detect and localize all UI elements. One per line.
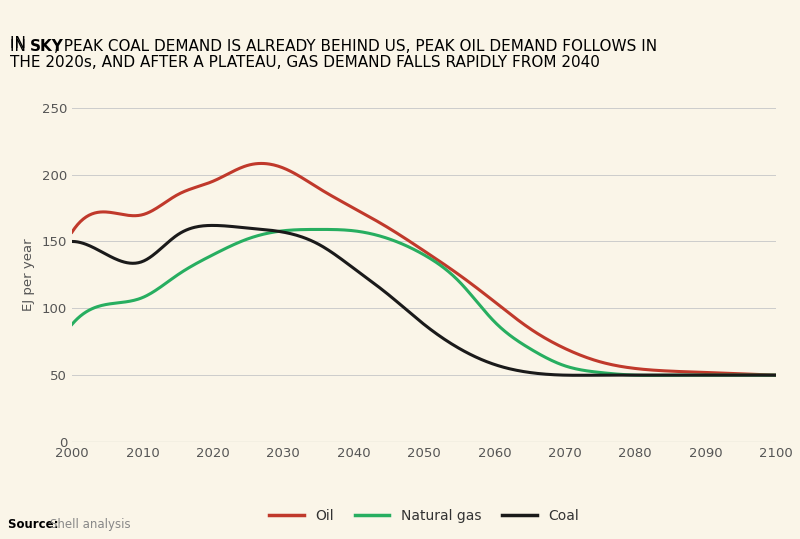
Coal [67, 238, 77, 245]
Oil [450, 268, 459, 275]
Natural gas [403, 243, 413, 250]
Natural gas [647, 372, 657, 378]
Coal [208, 222, 218, 229]
Text: , PEAK COAL DEMAND IS ALREADY BEHIND US, PEAK OIL DEMAND FOLLOWS IN: , PEAK COAL DEMAND IS ALREADY BEHIND US,… [54, 39, 658, 54]
Natural gas [757, 372, 766, 378]
Line: Oil: Oil [72, 163, 776, 375]
Text: IN: IN [10, 36, 31, 51]
Text: Shell analysis: Shell analysis [50, 518, 130, 531]
Natural gas [644, 372, 654, 378]
Line: Coal: Coal [72, 225, 776, 375]
Coal [757, 372, 766, 378]
Coal [771, 372, 781, 378]
Oil [756, 371, 766, 378]
Natural gas [450, 274, 459, 280]
Natural gas [488, 316, 498, 323]
Coal [450, 342, 459, 349]
Legend: Oil, Natural gas, Coal: Oil, Natural gas, Coal [264, 503, 584, 529]
Oil [403, 237, 413, 243]
Text: SKY: SKY [30, 39, 63, 54]
Oil [407, 240, 417, 246]
Oil [256, 160, 266, 167]
Text: THE 2020s, AND AFTER A PLATEAU, GAS DEMAND FALLS RAPIDLY FROM 2040: THE 2020s, AND AFTER A PLATEAU, GAS DEMA… [10, 56, 600, 71]
Coal [488, 361, 498, 367]
Text: IN: IN [10, 39, 31, 54]
Y-axis label: EJ per year: EJ per year [22, 239, 35, 311]
Oil [646, 367, 655, 373]
Natural gas [771, 372, 781, 378]
Coal [407, 311, 417, 317]
Coal [647, 372, 657, 378]
Text: Source:: Source: [8, 518, 62, 531]
Oil [488, 297, 498, 303]
Line: Natural gas: Natural gas [72, 230, 776, 375]
Natural gas [67, 321, 77, 328]
Coal [403, 308, 413, 314]
Coal [574, 372, 583, 378]
Natural gas [407, 245, 417, 252]
Natural gas [317, 226, 326, 233]
Oil [67, 229, 77, 236]
Oil [771, 372, 781, 378]
